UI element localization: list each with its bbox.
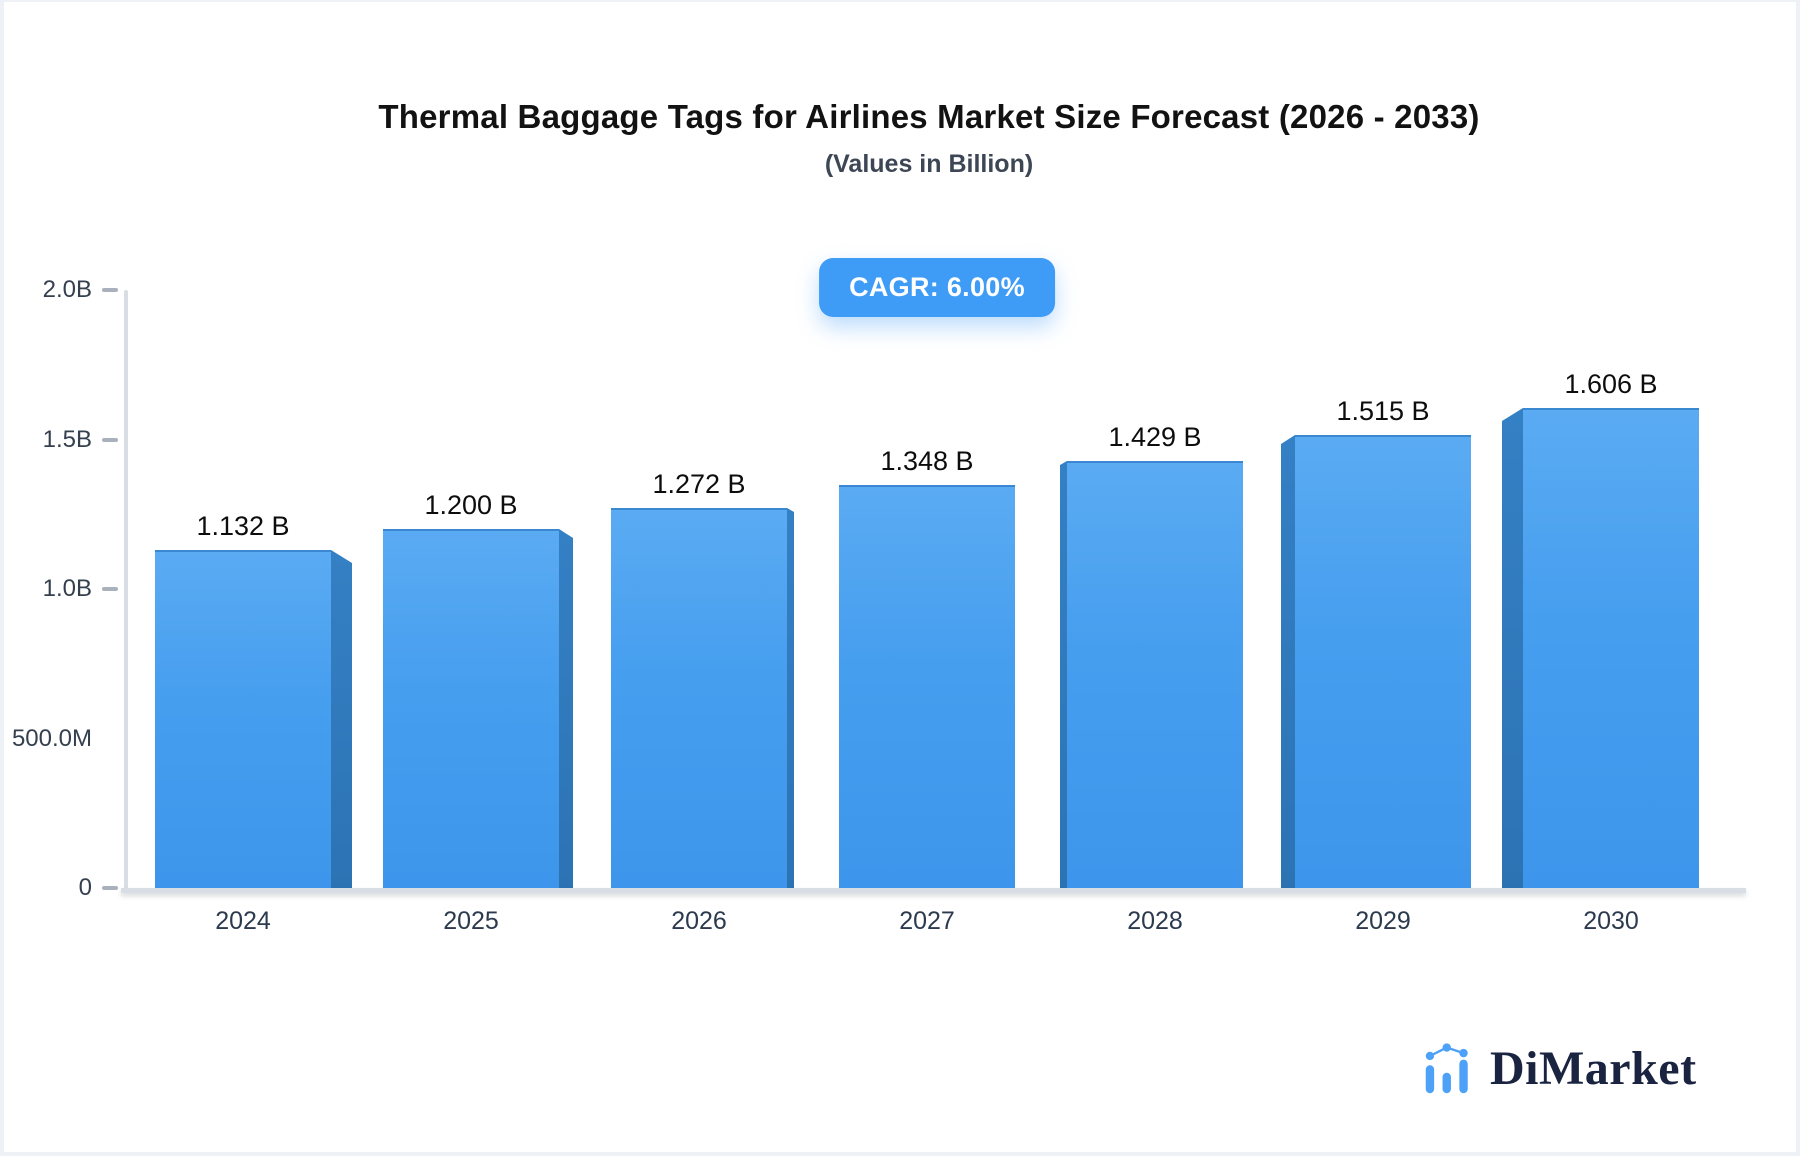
x-tick-label: 2024 xyxy=(215,907,271,935)
chart-card: Thermal Baggage Tags for Airlines Market… xyxy=(4,2,1796,1152)
y-axis-line xyxy=(124,290,128,890)
cagr-badge: CAGR: 6.00% xyxy=(819,258,1055,317)
y-tick-dash xyxy=(102,587,118,591)
brand-name: DiMarket xyxy=(1490,1042,1697,1095)
y-tick-label: 0 xyxy=(78,874,92,901)
bar-value-label: 1.606 B xyxy=(1564,369,1658,399)
y-tick-label: 500.0M xyxy=(11,724,92,752)
x-tick-label: 2026 xyxy=(671,907,727,935)
brand-logo: DiMarket xyxy=(1422,1038,1697,1100)
bar-2026 xyxy=(611,508,787,888)
y-tick-dash xyxy=(102,288,118,292)
bar-2028 xyxy=(1067,461,1243,888)
bar-side-2028 xyxy=(1060,461,1067,888)
x-tick-label: 2025 xyxy=(443,907,499,935)
bar-side-2024 xyxy=(331,550,352,888)
y-tick-label: 1.0B xyxy=(42,575,92,602)
y-tick-label: 2.0B xyxy=(42,276,92,303)
bar-value-label: 1.200 B xyxy=(424,490,518,520)
x-tick-label: 2028 xyxy=(1127,907,1183,935)
page-title: Thermal Baggage Tags for Airlines Market… xyxy=(378,98,1480,135)
y-tick-label: 1.5B xyxy=(42,425,92,453)
bar-value-label: 1.429 B xyxy=(1108,422,1202,452)
bar-side-2030 xyxy=(1502,408,1523,888)
page-subtitle: (Values in Billion) xyxy=(824,150,1034,178)
bar-2025 xyxy=(383,529,559,888)
y-tick-dash xyxy=(102,437,118,442)
bar-2029 xyxy=(1295,435,1471,888)
bar-side-2025 xyxy=(559,529,573,888)
x-axis-line xyxy=(121,888,1746,893)
bar-value-label: 1.272 B xyxy=(652,469,746,499)
y-tick-dash xyxy=(102,886,118,890)
bar-value-label: 1.515 B xyxy=(1336,396,1430,426)
bar-2030 xyxy=(1523,408,1699,888)
bar-side-2029 xyxy=(1281,435,1295,888)
x-tick-label: 2030 xyxy=(1583,907,1639,935)
x-tick-label: 2027 xyxy=(899,907,955,935)
bar-2027 xyxy=(839,485,1015,888)
x-tick-label: 2029 xyxy=(1355,907,1411,935)
bar-chart-logo-icon xyxy=(1422,1041,1478,1097)
bar-side-2026 xyxy=(787,508,794,888)
bar-value-label: 1.132 B xyxy=(196,511,290,541)
bar-2024 xyxy=(155,550,331,888)
bar-value-label: 1.348 B xyxy=(880,446,974,476)
